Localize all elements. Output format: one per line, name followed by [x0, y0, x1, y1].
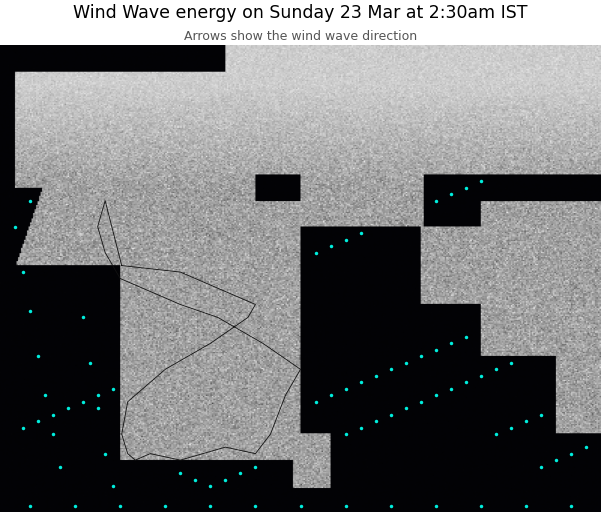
- Text: Wind Wave energy on Sunday 23 Mar at 2:30am IST: Wind Wave energy on Sunday 23 Mar at 2:3…: [73, 4, 528, 22]
- Text: Arrows show the wind wave direction: Arrows show the wind wave direction: [184, 30, 417, 42]
